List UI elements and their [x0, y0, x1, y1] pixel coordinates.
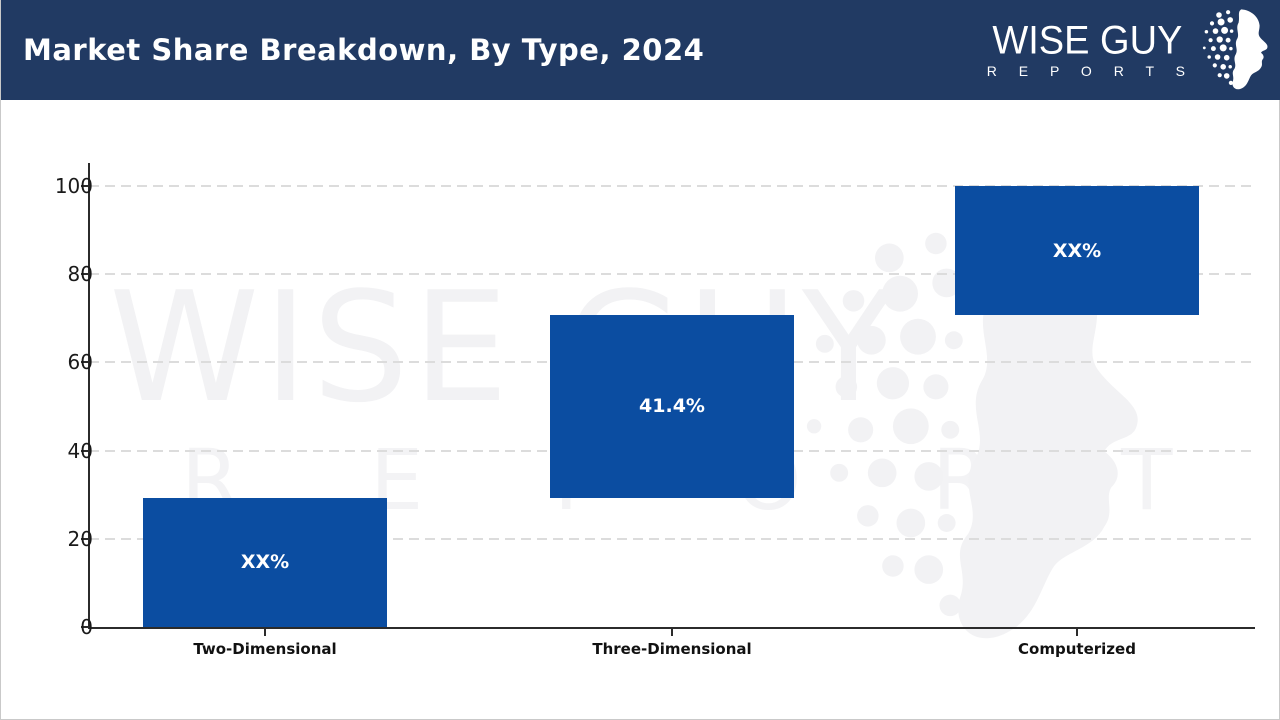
gridline-100 — [89, 185, 1255, 187]
dotted-head-logo-icon — [1202, 9, 1268, 90]
gridline-80 — [89, 273, 1255, 276]
chart-plot-area: XX% 41.4% XX% 0 20 40 60 80 100 Two-Dimensional T… — [1, 100, 1280, 720]
bar-computerized: XX% — [955, 186, 1199, 316]
y-tick-label-60: 60 — [67, 350, 93, 375]
x-tick-label-computerized: Computerized — [1018, 640, 1136, 658]
logo-text: WISE GUY R E P O R T S — [981, 18, 1194, 79]
x-tick-mark-two-dimensional — [264, 627, 266, 636]
x-tick-mark-three-dimensional — [671, 627, 673, 636]
y-tick-label-0: 0 — [80, 615, 93, 639]
y-tick-label-80: 80 — [67, 262, 93, 287]
logo-subtitle: R E P O R T S — [986, 62, 1194, 79]
y-tick-mark-40 — [81, 449, 89, 452]
x-tick-mark-computerized — [1076, 627, 1078, 636]
y-tick-mark-60 — [81, 361, 89, 364]
bar-value-label-computerized: XX% — [1052, 239, 1102, 262]
bar-two-dimensional: XX% — [143, 497, 387, 627]
y-tick-mark-80 — [81, 273, 89, 276]
wise-guy-reports-logo: WISE GUY R E P O R T S — [981, 0, 1271, 100]
bar-value-label-three-dimensional: 41.4% — [639, 395, 705, 418]
y-tick-mark-100 — [81, 185, 89, 187]
x-tick-label-two-dimensional: Two-Dimensional — [193, 640, 337, 658]
watermark-head-icon — [806, 229, 1138, 639]
y-axis — [88, 163, 90, 628]
bar-three-dimensional: 41.4% — [550, 315, 794, 498]
header-band: Market Share Breakdown, By Type, 2024 WI… — [1, 0, 1280, 100]
logo-wordmark: WISE GUY — [992, 18, 1183, 63]
y-tick-label-20: 20 — [67, 526, 93, 551]
page-title: Market Share Breakdown, By Type, 2024 — [23, 33, 705, 67]
x-tick-label-three-dimensional: Three-Dimensional — [592, 640, 752, 658]
y-tick-label-100: 100 — [54, 174, 93, 198]
gridline-20 — [89, 537, 1255, 540]
y-tick-label-40: 40 — [67, 438, 93, 463]
y-tick-mark-20 — [81, 537, 89, 540]
y-tick-mark-0 — [81, 626, 89, 628]
bar-value-label-two-dimensional: XX% — [240, 551, 290, 574]
